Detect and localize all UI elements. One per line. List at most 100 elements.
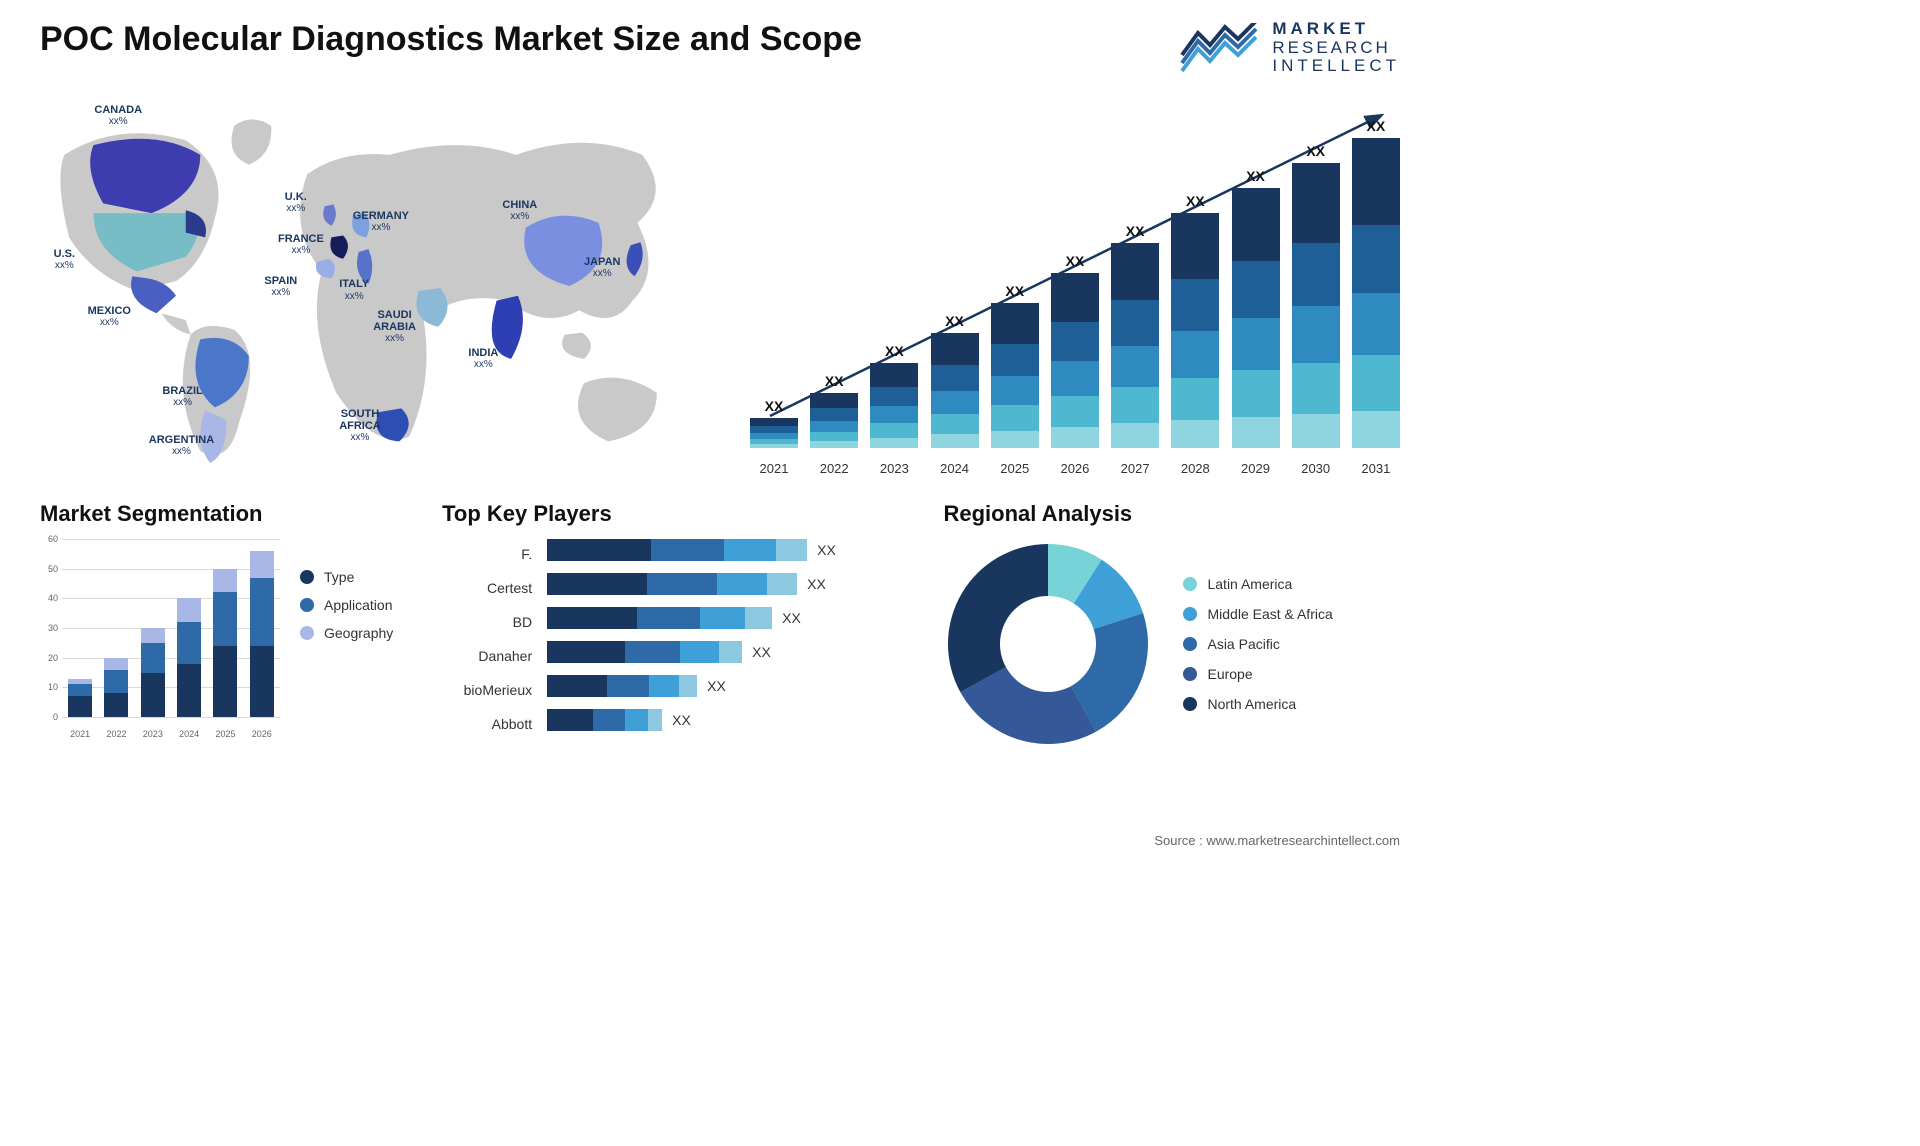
bar-value-label: XX (1126, 223, 1145, 239)
player-value: XX (707, 678, 726, 694)
legend-label: Asia Pacific (1207, 636, 1279, 652)
source-attribution: Source : www.marketresearchintellect.com (1154, 833, 1400, 848)
logo-text-3: INTELLECT (1272, 57, 1400, 76)
year-label: 2022 (810, 461, 858, 476)
growth-bar: XX (810, 373, 858, 448)
player-bar-row: XX (547, 675, 918, 697)
map-label: BRAZILxx% (162, 385, 202, 408)
legend-item: Middle East & Africa (1183, 606, 1332, 622)
year-label: 2031 (1352, 461, 1400, 476)
player-bar-row: XX (547, 641, 918, 663)
map-label: JAPANxx% (584, 256, 620, 279)
map-label: U.S.xx% (54, 248, 75, 271)
player-name: Certest (442, 577, 532, 599)
map-label: SOUTHAFRICAxx% (339, 408, 381, 443)
regional-donut-chart (943, 539, 1153, 749)
year-label: 2030 (1292, 461, 1340, 476)
donut-slice (948, 544, 1048, 692)
year-label: 2029 (1232, 461, 1280, 476)
year-label: 2028 (1171, 461, 1219, 476)
map-label: SPAINxx% (264, 275, 297, 298)
year-label: 2025 (991, 461, 1039, 476)
legend-item: Geography (300, 625, 393, 641)
seg-year-label: 2023 (141, 729, 165, 739)
logo-text-1: MARKET (1272, 20, 1400, 39)
regional-panel: Regional Analysis Latin America Middle Ea… (943, 501, 1400, 749)
legend-label: Europe (1207, 666, 1252, 682)
bar-value-label: XX (1246, 168, 1265, 184)
player-name: Abbott (442, 713, 532, 735)
legend-item: Application (300, 597, 393, 613)
growth-bar: XX (1171, 193, 1219, 448)
segmentation-title: Market Segmentation (40, 501, 417, 527)
legend-item: Latin America (1183, 576, 1332, 592)
logo-text-2: RESEARCH (1272, 39, 1400, 58)
map-label: ITALYxx% (339, 278, 369, 301)
map-label: ARGENTINAxx% (149, 434, 214, 457)
legend-label: North America (1207, 696, 1296, 712)
year-label: 2023 (870, 461, 918, 476)
key-players-title: Top Key Players (442, 501, 918, 527)
seg-bar (141, 628, 165, 717)
growth-bar: XX (1352, 118, 1400, 448)
year-label: 2024 (931, 461, 979, 476)
player-name: BD (442, 611, 532, 633)
logo-icon (1180, 23, 1260, 73)
legend-label: Type (324, 569, 354, 585)
key-players-panel: Top Key Players F.CertestBDDanaherbioMer… (442, 501, 918, 749)
player-bar-row: XX (547, 539, 918, 561)
page-title: POC Molecular Diagnostics Market Size an… (40, 20, 862, 59)
seg-year-label: 2026 (250, 729, 274, 739)
map-label: MEXICOxx% (88, 305, 131, 328)
seg-year-label: 2025 (213, 729, 237, 739)
player-name: bioMerieux (442, 679, 532, 701)
year-label: 2026 (1051, 461, 1099, 476)
growth-bar: XX (1111, 223, 1159, 448)
brand-logo: MARKET RESEARCH INTELLECT (1180, 20, 1400, 76)
seg-bar (104, 658, 128, 717)
player-value: XX (807, 576, 826, 592)
player-name: F. (442, 543, 532, 565)
map-label: CHINAxx% (502, 199, 537, 222)
map-label: U.K.xx% (285, 191, 307, 214)
bar-value-label: XX (765, 398, 784, 414)
map-label: FRANCExx% (278, 233, 324, 256)
map-label: INDIAxx% (468, 347, 498, 370)
growth-bar: XX (1292, 143, 1340, 448)
regional-legend: Latin America Middle East & Africa Asia Pa… (1183, 576, 1332, 712)
bar-value-label: XX (1005, 283, 1024, 299)
segmentation-legend: Type Application Geography (300, 539, 393, 739)
player-value: XX (782, 610, 801, 626)
seg-year-label: 2021 (68, 729, 92, 739)
growth-bar: XX (870, 343, 918, 448)
player-bar-row: XX (547, 573, 918, 595)
bar-value-label: XX (885, 343, 904, 359)
seg-bar (250, 551, 274, 717)
bar-value-label: XX (1186, 193, 1205, 209)
bar-value-label: XX (825, 373, 844, 389)
player-bar-row: XX (547, 607, 918, 629)
segmentation-panel: Market Segmentation 0102030405060 202120… (40, 501, 417, 749)
seg-year-label: 2024 (177, 729, 201, 739)
seg-bar (213, 569, 237, 717)
world-map: CANADAxx% U.S.xx% MEXICOxx% BRAZILxx% ARGENT… (40, 96, 720, 476)
growth-bar: XX (991, 283, 1039, 448)
bar-value-label: XX (1367, 118, 1386, 134)
regional-title: Regional Analysis (943, 501, 1400, 527)
map-label: CANADAxx% (94, 104, 142, 127)
player-value: XX (817, 542, 836, 558)
legend-item: Europe (1183, 666, 1332, 682)
legend-label: Middle East & Africa (1207, 606, 1332, 622)
year-label: 2021 (750, 461, 798, 476)
legend-label: Geography (324, 625, 393, 641)
year-label: 2027 (1111, 461, 1159, 476)
market-growth-chart: XXXXXXXXXXXXXXXXXXXXXX 20212022202320242… (750, 96, 1400, 476)
seg-bar (68, 679, 92, 718)
map-label: SAUDIARABIAxx% (373, 309, 416, 344)
player-value: XX (752, 644, 771, 660)
bar-value-label: XX (1306, 143, 1325, 159)
legend-label: Application (324, 597, 393, 613)
growth-bar: XX (750, 398, 798, 448)
player-value: XX (672, 712, 691, 728)
bar-value-label: XX (945, 313, 964, 329)
